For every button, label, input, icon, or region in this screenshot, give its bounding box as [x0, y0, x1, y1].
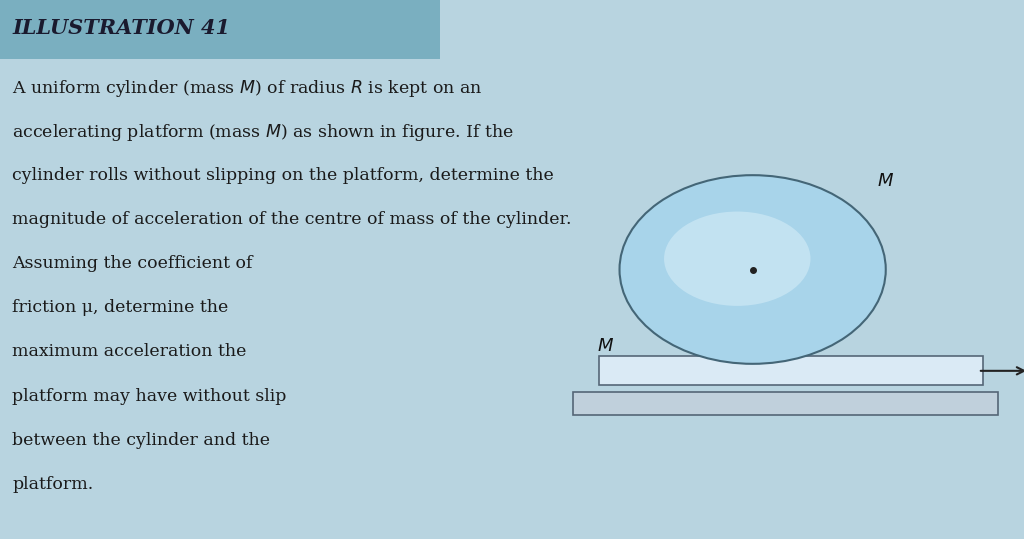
Text: $M$: $M$ — [597, 337, 614, 355]
FancyBboxPatch shape — [0, 0, 440, 59]
Text: maximum acceleration the: maximum acceleration the — [12, 343, 247, 361]
Ellipse shape — [664, 211, 811, 306]
Ellipse shape — [620, 175, 886, 364]
Text: $M$: $M$ — [877, 171, 894, 190]
Text: platform may have without slip: platform may have without slip — [12, 388, 287, 405]
Text: ILLUSTRATION 41: ILLUSTRATION 41 — [12, 18, 230, 38]
Text: Assuming the coefficient of: Assuming the coefficient of — [12, 255, 253, 272]
Text: platform.: platform. — [12, 476, 93, 493]
FancyBboxPatch shape — [573, 392, 998, 415]
Text: magnitude of acceleration of the centre of mass of the cylinder.: magnitude of acceleration of the centre … — [12, 211, 571, 228]
FancyBboxPatch shape — [599, 356, 983, 385]
Text: A uniform cylinder (mass $M$) of radius $R$ is kept on an: A uniform cylinder (mass $M$) of radius … — [12, 78, 482, 99]
Text: accelerating platform (mass $M$) as shown in figure. If the: accelerating platform (mass $M$) as show… — [12, 122, 514, 143]
Text: between the cylinder and the: between the cylinder and the — [12, 432, 270, 449]
Text: cylinder rolls without slipping on the platform, determine the: cylinder rolls without slipping on the p… — [12, 167, 554, 184]
Text: friction μ, determine the: friction μ, determine the — [12, 299, 228, 316]
